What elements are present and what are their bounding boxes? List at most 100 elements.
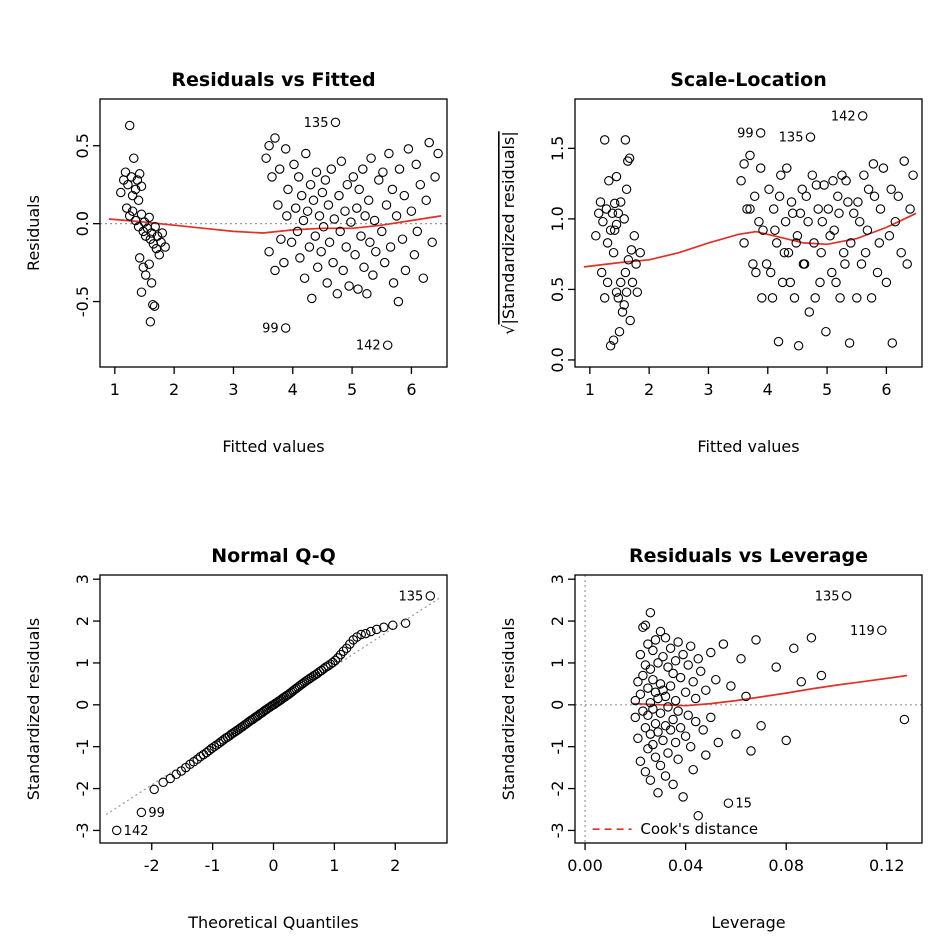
data-point [748,259,758,269]
data-point [804,307,815,317]
data-point [823,204,834,214]
data-point [653,788,663,798]
data-point [621,287,632,297]
data-point [902,259,912,269]
data-point [869,191,880,202]
data-point [811,180,822,190]
data-point [619,300,629,310]
data-point [701,685,711,695]
data-point [274,164,285,174]
data-point [399,190,410,201]
data-point [755,163,766,173]
data-point [653,727,663,737]
data-point [425,591,436,601]
data-point [678,792,688,802]
data-point [604,176,614,186]
data-point [124,211,135,221]
data-point [430,172,440,182]
data-point [611,219,622,230]
data-point [633,733,643,744]
data-point [261,153,271,163]
data-point [356,629,366,640]
data-point [853,197,863,207]
data-point [711,674,721,685]
data-point [605,341,616,351]
data-point [872,267,883,278]
data-point [877,625,887,636]
data-point [643,683,653,693]
data-point [201,747,212,758]
data-point [333,653,343,663]
data-point [658,735,668,746]
data-point [660,633,671,643]
x-tick-label: 1 [329,856,339,875]
plot-box [574,574,923,844]
data-point [148,299,158,310]
data-point [645,664,656,674]
data-point [374,175,384,185]
data-point [875,204,886,214]
data-point [670,695,681,706]
data-point [134,169,145,179]
data-point [857,111,868,121]
y-axis-label: √|Standardized residuals| [499,131,518,334]
data-point [427,237,437,248]
data-point [264,140,274,151]
data-point [354,184,364,195]
data-point [283,184,293,195]
point-label: 15 [735,797,752,812]
y-tick-label: -3 [548,822,567,838]
data-point [310,231,321,241]
smooth-line [632,674,908,707]
data-point [810,293,820,303]
data-point [693,811,703,821]
data-point [617,307,628,317]
x-axis-label: Leverage [711,913,785,932]
data-point [314,211,325,221]
data-point [362,289,372,299]
data-point [611,171,622,182]
x-tick-label: 5 [347,380,357,399]
data-point [304,242,315,252]
x-axis-label: Fitted values [222,437,324,456]
y-tick-label: 3 [73,574,92,584]
data-point [780,216,791,227]
data-point [133,195,144,206]
data-point [648,674,658,685]
data-point [249,713,259,723]
data-point [852,293,862,303]
data-point [312,262,323,273]
data-point [670,656,681,666]
data-point [320,175,331,185]
data-point [693,654,703,664]
y-axis-label: Residuals [24,195,43,271]
point-label: 135 [398,589,423,604]
data-point [629,231,640,241]
data-point [635,756,646,767]
data-point [365,237,375,248]
data-point [757,293,767,303]
x-tick-label: 4 [763,380,773,399]
data-point [655,760,666,771]
data-point [632,287,643,297]
x-tick-label: 0.12 [869,856,905,875]
y-axis-label: Standardized residuals [499,618,518,800]
data-point [140,270,151,280]
data-point [846,238,856,248]
data-point [129,153,139,163]
data-point [816,247,826,258]
data-point [635,247,645,258]
y-tick-label: 1 [73,658,92,668]
data-point [400,265,411,276]
data-point [795,208,806,219]
point-label: 142 [831,109,856,124]
data-point [655,708,666,718]
data-point [756,721,766,731]
data-point [157,228,168,238]
data-point [598,216,608,227]
y-tick-label: -1 [548,739,567,755]
data-point [726,681,736,691]
data-point [638,670,648,681]
data-point [342,179,353,190]
data-point [837,170,847,180]
